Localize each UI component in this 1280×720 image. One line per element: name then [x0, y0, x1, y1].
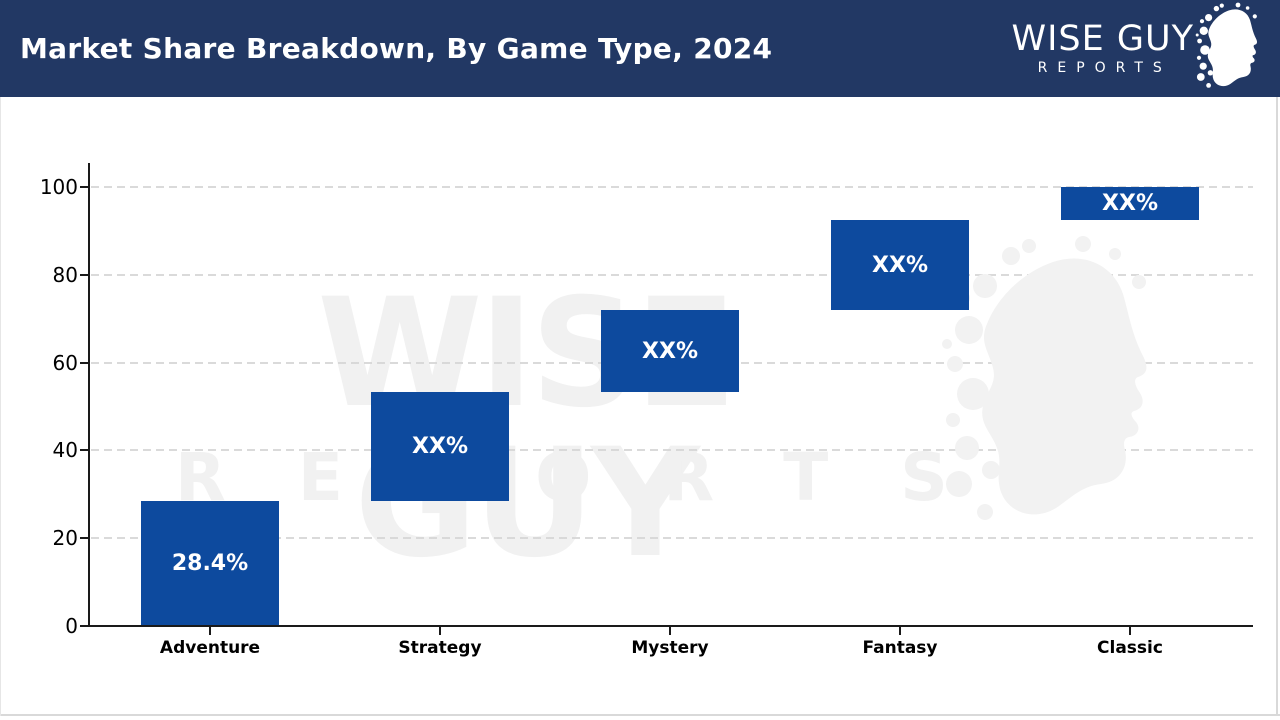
y-tick-label-0: 0 [65, 614, 78, 638]
y-tick-80 [80, 273, 89, 276]
y-tick-label-40: 40 [52, 438, 78, 463]
bar-value-label: XX% [642, 338, 698, 364]
header-bar: Market Share Breakdown, By Game Type, 20… [0, 0, 1280, 97]
y-tick-label-20: 20 [52, 526, 78, 551]
y-tick-40 [80, 449, 89, 452]
brand-logo: WISE GUY REPORTS [1011, 2, 1280, 96]
y-axis-spine [88, 163, 90, 627]
y-tick-label-80: 80 [52, 262, 78, 287]
x-tick-fantasy [899, 627, 901, 635]
bar-value-label: 28.4% [171, 551, 249, 577]
x-category-label-strategy: Strategy [398, 638, 482, 658]
x-category-label-fantasy: Fantasy [862, 638, 938, 658]
bar-value-label: XX% [872, 252, 928, 278]
gridline-80 [91, 273, 1253, 276]
bar-mystery: XX% [601, 309, 739, 393]
chart-frame-bottom [0, 714, 1280, 716]
bar-adventure: 28.4% [141, 501, 279, 626]
x-category-label-adventure: Adventure [159, 638, 261, 658]
y-tick-100 [80, 186, 89, 188]
watermark-face-icon [933, 209, 1173, 563]
chart-frame-right [1276, 97, 1278, 716]
gridline-40 [91, 449, 1253, 452]
bar-value-label: XX% [1102, 191, 1158, 217]
chart-frame-left [0, 97, 1, 716]
gridline-100 [91, 186, 1253, 188]
y-tick-20 [80, 537, 89, 540]
x-tick-mystery [669, 627, 671, 635]
y-tick-60 [80, 361, 89, 364]
bar-value-label: XX% [412, 434, 468, 460]
bar-fantasy: XX% [831, 220, 969, 310]
y-tick-label-60: 60 [52, 350, 78, 375]
bar-strategy: XX% [371, 392, 509, 502]
x-category-label-classic: Classic [1097, 638, 1163, 658]
bar-classic: XX% [1061, 187, 1199, 221]
page-title: Market Share Breakdown, By Game Type, 20… [20, 32, 773, 65]
face-profile-icon [1188, 2, 1270, 96]
brand-text: WISE GUY REPORTS [1011, 21, 1194, 76]
gridline-20 [91, 537, 1253, 540]
brand-subtitle: REPORTS [1037, 59, 1172, 76]
x-category-label-mystery: Mystery [631, 638, 709, 658]
y-tick-label-100: 100 [39, 175, 78, 199]
waterfall-chart: WISE GUY REPORTS 0 20 40 60 80 100 28.4% Advent… [0, 97, 1280, 720]
x-tick-strategy [439, 627, 441, 635]
brand-name: WISE GUY [1011, 19, 1194, 60]
watermark-text-reports: REPORTS [175, 439, 1020, 516]
y-tick-0 [80, 625, 89, 627]
x-axis-spine [88, 625, 1253, 627]
x-tick-adventure [209, 627, 211, 635]
x-tick-classic [1129, 627, 1131, 635]
